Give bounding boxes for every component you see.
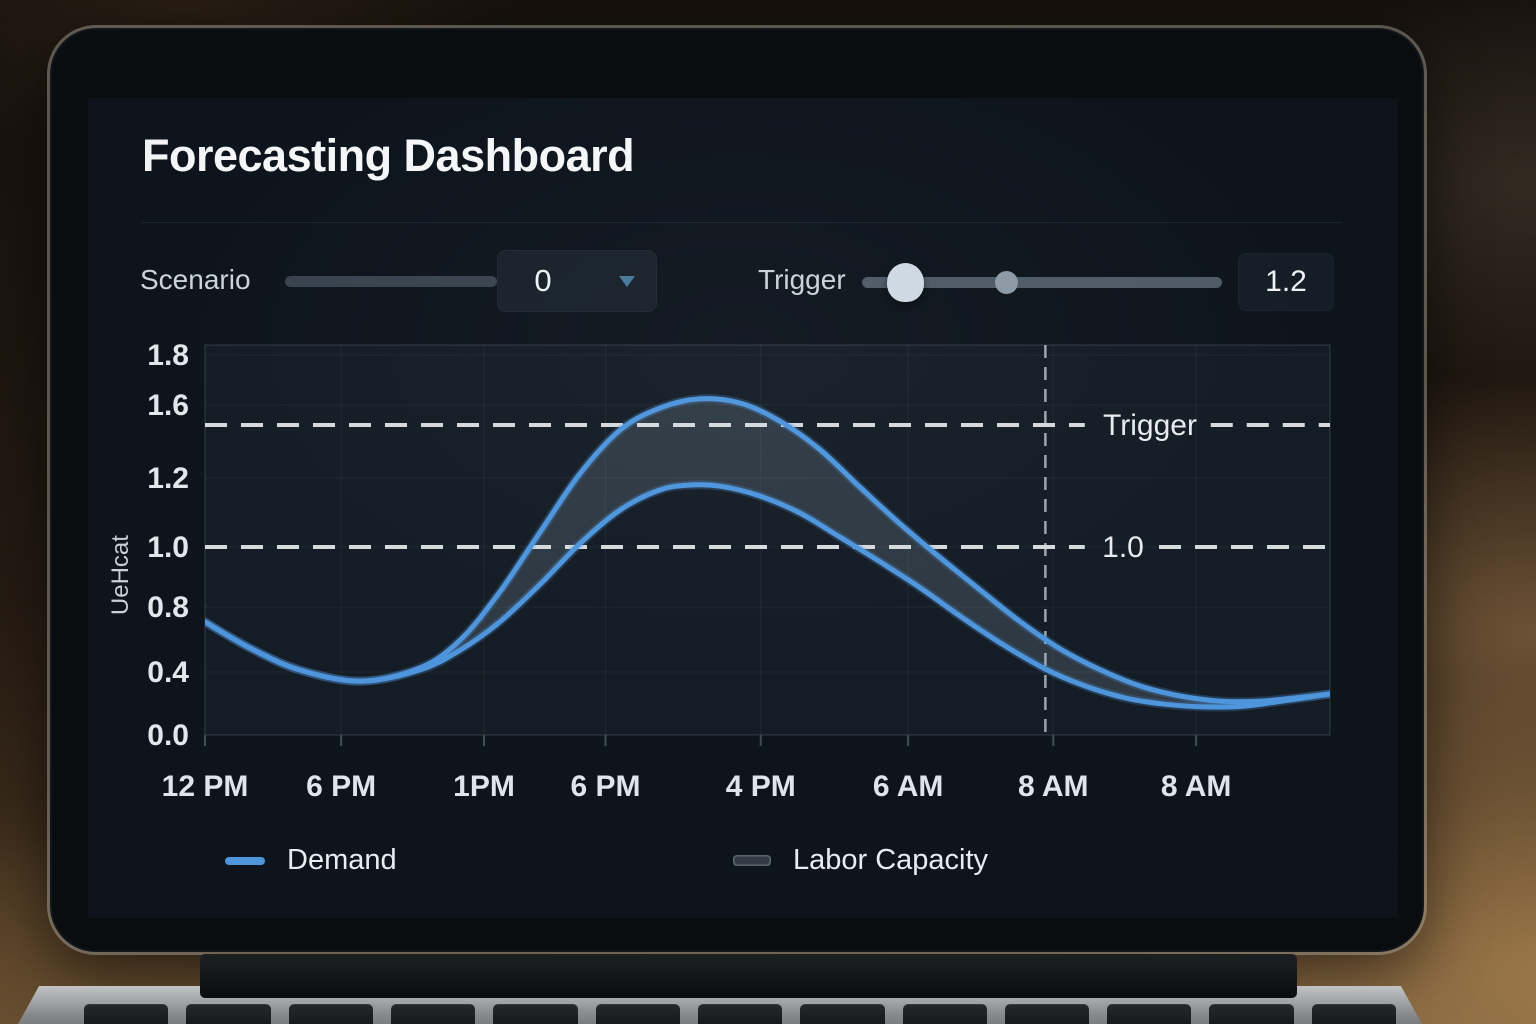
labor-capacity-swatch-icon bbox=[733, 855, 771, 866]
scenario-label: Scenario bbox=[140, 264, 251, 295]
trigger-value-box[interactable]: 1.2 bbox=[1238, 253, 1334, 311]
keyboard-key bbox=[697, 1004, 783, 1024]
x-tick-label: 6 AM bbox=[873, 770, 944, 803]
x-tick-label: 6 PM bbox=[306, 770, 376, 803]
laptop-hinge bbox=[200, 954, 1297, 998]
laptop-keyboard-row bbox=[84, 1004, 1397, 1024]
keyboard-key bbox=[1209, 1004, 1294, 1024]
reference-line-label: 1.0 bbox=[1102, 531, 1144, 564]
x-tick-label: 1PM bbox=[453, 770, 515, 803]
legend-item-demand: Demand bbox=[225, 844, 397, 877]
trigger-value: 1.2 bbox=[1265, 265, 1307, 298]
reference-line-label: Trigger bbox=[1103, 409, 1197, 442]
chevron-down-icon bbox=[619, 276, 635, 287]
trigger-slider-handle-secondary[interactable] bbox=[995, 271, 1018, 294]
demand-curve-upper bbox=[205, 396, 1330, 705]
demand-line-swatch-icon bbox=[225, 856, 265, 865]
legend-label-labor-capacity: Labor Capacity bbox=[793, 844, 989, 876]
forecast-chart: Trigger 1.0 1.8 1.6 1.2 1.0 0.8 0.4 0.0 12 PM 6 PM… bbox=[107, 339, 1331, 803]
y-tick-label: 0.8 bbox=[147, 591, 189, 624]
y-axis-title: UeHcat bbox=[107, 535, 134, 615]
legend-item-labor-capacity: Labor Capacity bbox=[733, 844, 988, 877]
keyboard-key bbox=[1004, 1004, 1090, 1024]
y-tick-label: 1.2 bbox=[147, 462, 189, 495]
keyboard-key bbox=[902, 1004, 987, 1024]
x-tick-label: 8 AM bbox=[1018, 770, 1089, 803]
y-tick-label: 1.8 bbox=[147, 339, 189, 372]
keyboard-key bbox=[1311, 1004, 1397, 1024]
keyboard-key bbox=[84, 1004, 169, 1024]
plot-area bbox=[204, 344, 1331, 736]
x-tick-label: 4 PM bbox=[726, 770, 796, 803]
trigger-label: Trigger bbox=[758, 264, 846, 295]
keyboard-key bbox=[186, 1004, 271, 1024]
y-tick-label: 1.0 bbox=[147, 531, 189, 564]
trigger-slider-handle[interactable] bbox=[887, 263, 924, 302]
x-tick-label: 12 PM bbox=[162, 770, 249, 803]
demand-curve-lower bbox=[205, 482, 1330, 710]
keyboard-key bbox=[800, 1004, 885, 1024]
trigger-slider-track[interactable] bbox=[862, 277, 1222, 288]
keyboard-key bbox=[595, 1004, 680, 1024]
y-tick-label: 0.0 bbox=[147, 719, 189, 752]
page-title: Forecasting Dashboard bbox=[142, 130, 635, 181]
keyboard-key bbox=[493, 1004, 578, 1024]
title-divider bbox=[142, 222, 1342, 223]
dashboard-screen: Forecasting Dashboard Scenario 0 Trigger… bbox=[88, 98, 1398, 918]
scenario-dropdown[interactable]: 0 bbox=[497, 250, 657, 312]
y-tick-label: 0.4 bbox=[147, 656, 189, 689]
x-tick-label: 8 AM bbox=[1161, 770, 1232, 803]
keyboard-key bbox=[1107, 1004, 1192, 1024]
scenario-value: 0 bbox=[534, 263, 552, 298]
keyboard-key bbox=[288, 1004, 373, 1024]
legend-label-demand: Demand bbox=[287, 844, 397, 876]
x-tick-label: 6 PM bbox=[570, 770, 640, 803]
keyboard-key bbox=[390, 1004, 476, 1024]
scenario-slider-track[interactable] bbox=[285, 276, 497, 287]
y-tick-label: 1.6 bbox=[147, 389, 189, 422]
